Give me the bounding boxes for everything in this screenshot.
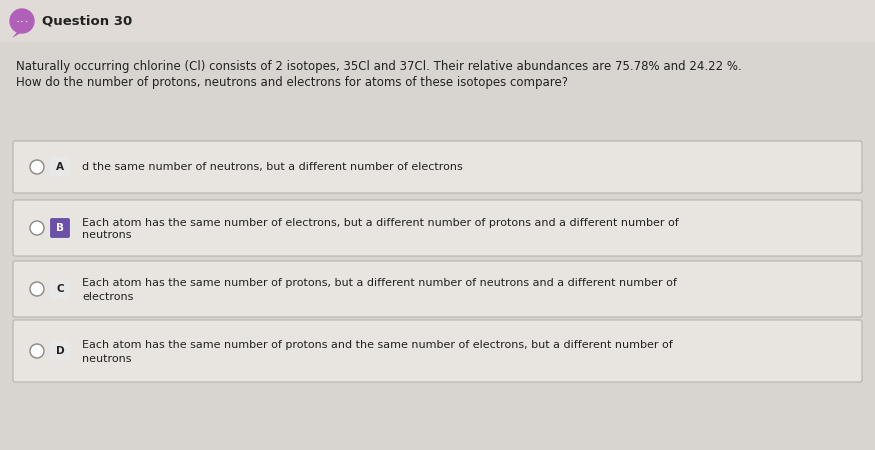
Text: Each atom has the same number of protons and the same number of electrons, but a: Each atom has the same number of protons… bbox=[82, 341, 673, 351]
Text: D: D bbox=[56, 346, 65, 356]
FancyBboxPatch shape bbox=[13, 320, 862, 382]
Text: neutrons: neutrons bbox=[82, 354, 131, 364]
Circle shape bbox=[30, 221, 44, 235]
FancyBboxPatch shape bbox=[51, 158, 69, 176]
Circle shape bbox=[30, 282, 44, 296]
FancyBboxPatch shape bbox=[13, 141, 862, 193]
Text: d the same number of neutrons, but a different number of electrons: d the same number of neutrons, but a dif… bbox=[82, 162, 463, 172]
FancyBboxPatch shape bbox=[51, 219, 69, 238]
FancyBboxPatch shape bbox=[51, 342, 69, 360]
FancyBboxPatch shape bbox=[51, 279, 69, 298]
Text: electrons: electrons bbox=[82, 292, 133, 302]
Circle shape bbox=[30, 344, 44, 358]
Text: Naturally occurring chlorine (Cl) consists of 2 isotopes, 35Cl and 37Cl. Their r: Naturally occurring chlorine (Cl) consis… bbox=[16, 60, 742, 73]
Text: A: A bbox=[56, 162, 64, 172]
Text: How do the number of protons, neutrons and electrons for atoms of these isotopes: How do the number of protons, neutrons a… bbox=[16, 76, 568, 89]
Text: ...: ... bbox=[15, 15, 29, 24]
Polygon shape bbox=[12, 31, 24, 38]
Circle shape bbox=[10, 9, 34, 33]
Circle shape bbox=[30, 160, 44, 174]
Text: Each atom has the same number of protons, but a different number of neutrons and: Each atom has the same number of protons… bbox=[82, 279, 677, 288]
FancyBboxPatch shape bbox=[0, 42, 875, 450]
Text: Question 30: Question 30 bbox=[42, 14, 132, 27]
Text: Each atom has the same number of electrons, but a different number of protons an: Each atom has the same number of electro… bbox=[82, 217, 679, 228]
Text: neutrons: neutrons bbox=[82, 230, 131, 240]
Text: B: B bbox=[56, 223, 64, 233]
FancyBboxPatch shape bbox=[0, 0, 875, 42]
FancyBboxPatch shape bbox=[13, 200, 862, 256]
FancyBboxPatch shape bbox=[13, 261, 862, 317]
Text: C: C bbox=[56, 284, 64, 294]
